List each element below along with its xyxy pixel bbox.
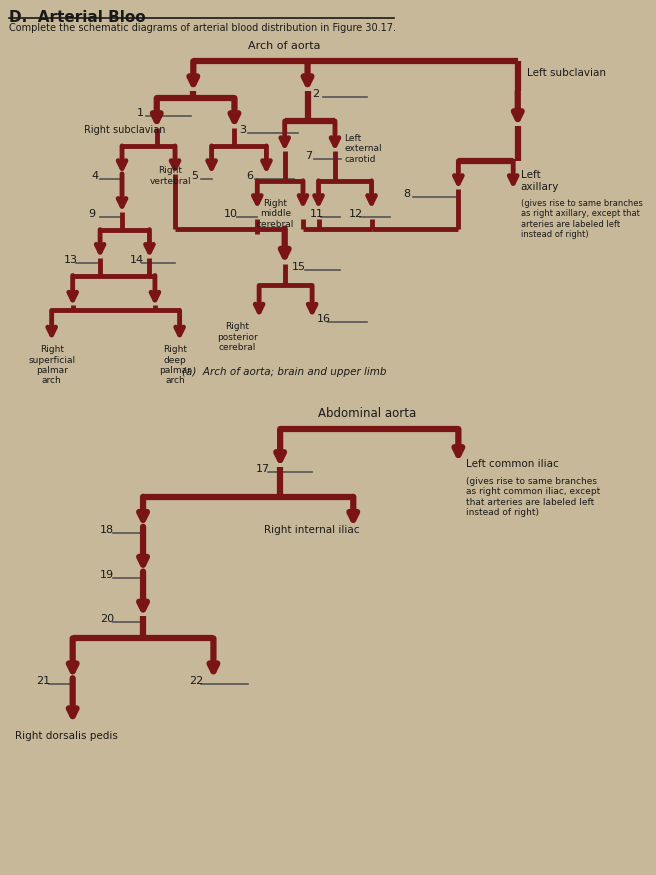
Text: (a)  Arch of aorta; brain and upper limb: (a) Arch of aorta; brain and upper limb [182, 368, 387, 377]
Text: Left
external
carotid: Left external carotid [344, 134, 382, 164]
Text: 5: 5 [192, 171, 199, 181]
Text: 8: 8 [403, 189, 411, 199]
Text: 14: 14 [129, 255, 144, 264]
Text: 18: 18 [100, 525, 114, 535]
Text: 2: 2 [312, 89, 319, 99]
Text: Right
middle
cerebral: Right middle cerebral [257, 199, 295, 228]
Text: 12: 12 [349, 209, 363, 219]
Text: Left subclavian: Left subclavian [527, 68, 606, 78]
Text: 22: 22 [189, 676, 203, 686]
Text: 1: 1 [136, 108, 144, 118]
Text: D.  Arterial Bloo: D. Arterial Bloo [9, 10, 146, 25]
Text: 13: 13 [64, 255, 77, 264]
Text: Left
axillary: Left axillary [520, 170, 559, 192]
Text: 3: 3 [239, 125, 246, 135]
Text: 16: 16 [317, 314, 331, 325]
Text: Right
posterior
cerebral: Right posterior cerebral [217, 322, 258, 352]
Text: Arch of aorta: Arch of aorta [249, 41, 321, 52]
Text: Right dorsalis pedis: Right dorsalis pedis [15, 732, 118, 741]
Text: Right
superficial
palmar
arch: Right superficial palmar arch [28, 346, 75, 386]
Text: 6: 6 [246, 171, 253, 181]
Text: Left common iliac: Left common iliac [466, 458, 558, 469]
Text: 4: 4 [91, 171, 98, 181]
Text: 11: 11 [310, 209, 324, 219]
Text: 7: 7 [305, 150, 312, 161]
Text: 19: 19 [100, 570, 114, 579]
Text: 20: 20 [100, 614, 114, 625]
Text: (gives rise to same branches
as right axillary, except that
arteries are labeled: (gives rise to same branches as right ax… [520, 199, 642, 239]
Text: 21: 21 [36, 676, 51, 686]
Text: Abdominal aorta: Abdominal aorta [318, 407, 416, 420]
Text: 15: 15 [292, 262, 306, 271]
Text: 9: 9 [88, 209, 95, 219]
Text: Right internal iliac: Right internal iliac [264, 525, 360, 535]
Text: Right subclavian: Right subclavian [84, 125, 165, 135]
Text: (gives rise to same branches
as right common iliac, except
that arteries are lab: (gives rise to same branches as right co… [466, 477, 600, 517]
Text: Right
deep
palmar
arch: Right deep palmar arch [159, 346, 191, 386]
Text: Complete the schematic diagrams of arterial blood distribution in Figure 30.17.: Complete the schematic diagrams of arter… [9, 24, 396, 33]
Text: 17: 17 [255, 464, 270, 474]
Text: Right
vertebral: Right vertebral [150, 166, 192, 186]
Text: 10: 10 [224, 209, 237, 219]
